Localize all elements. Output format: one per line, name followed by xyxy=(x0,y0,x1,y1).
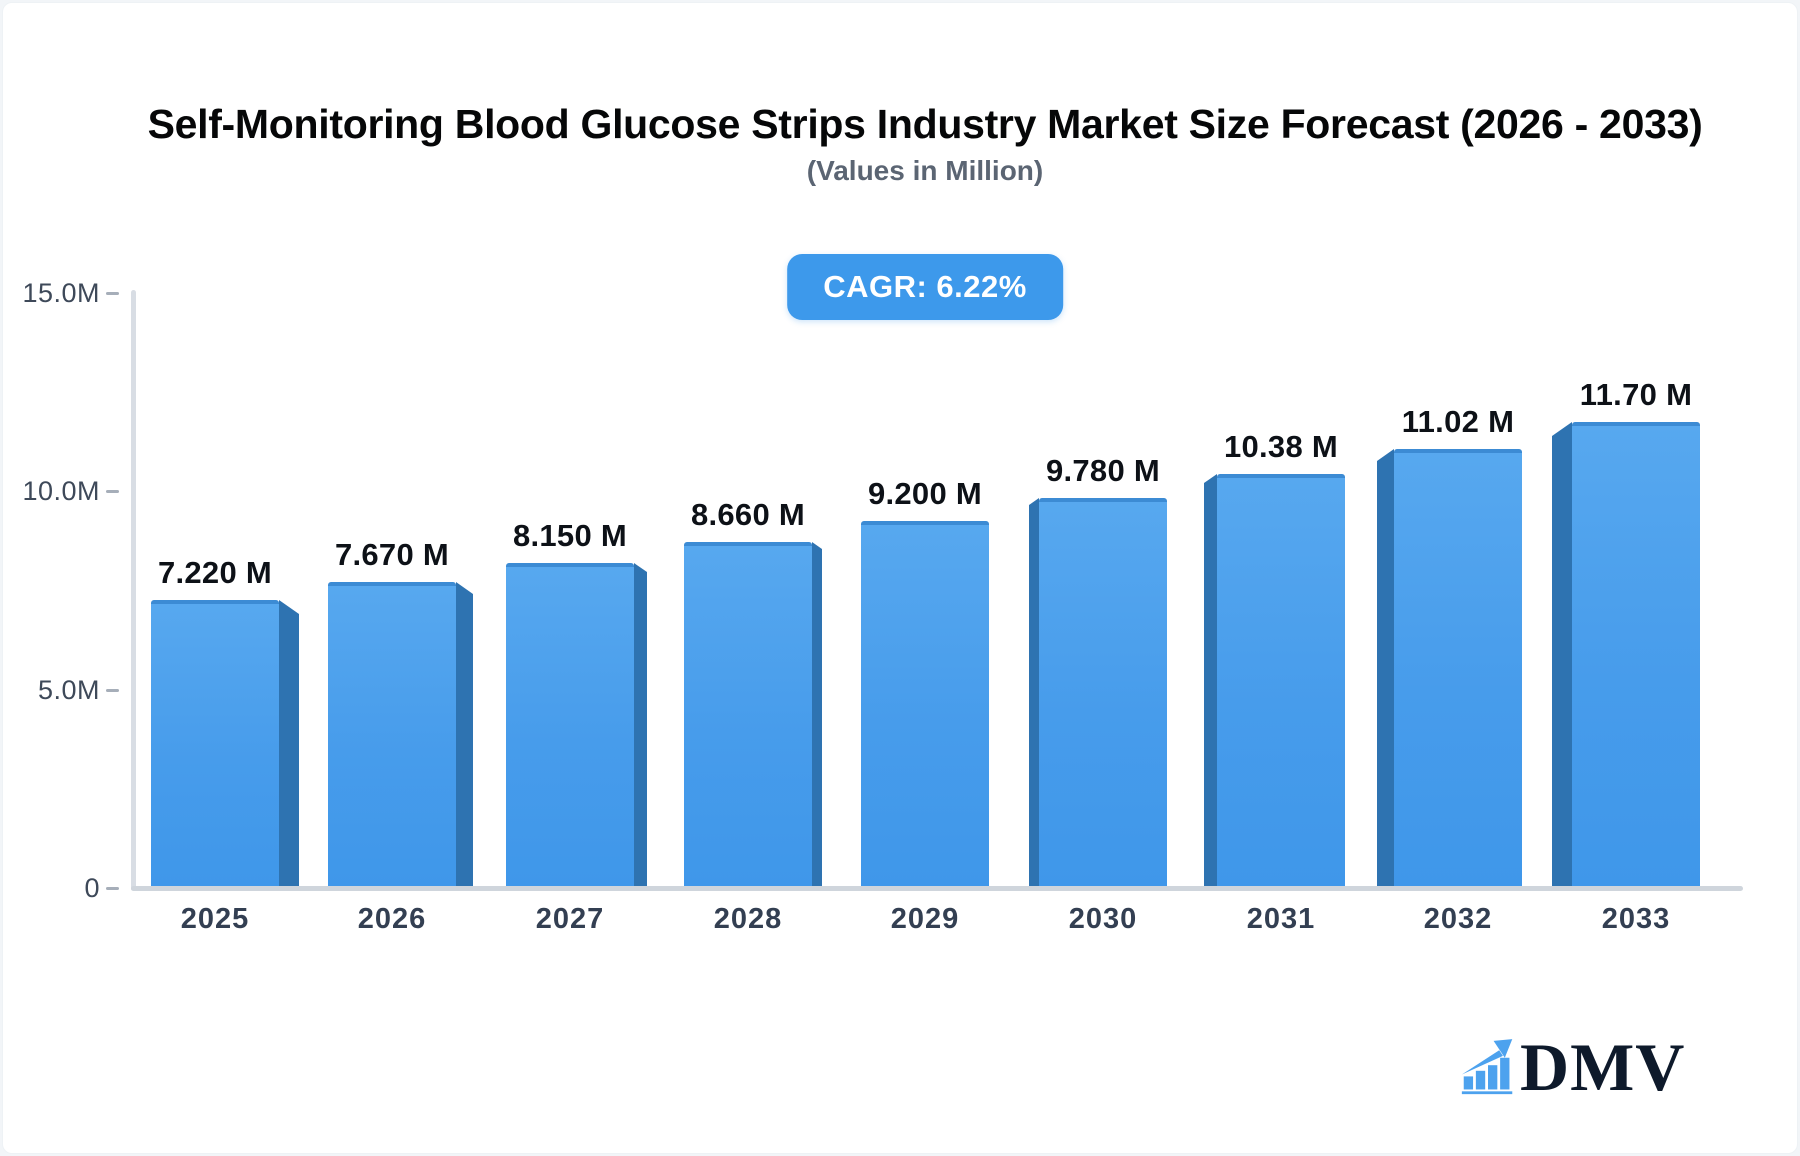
growth-bars-arrow-icon xyxy=(1461,1039,1513,1095)
chart-subtitle: (Values in Million) xyxy=(806,155,1044,186)
x-axis-label-2029: 2029 xyxy=(890,903,960,935)
dmv-logo-text: DMV xyxy=(1520,1029,1686,1105)
bar-2031 xyxy=(1217,474,1345,886)
y-axis-tick-mark xyxy=(106,689,119,692)
bar-value-label-2029: 9.200 M xyxy=(867,476,983,511)
y-axis-tick-mark xyxy=(106,292,119,295)
y-axis-label: 0 xyxy=(84,873,100,903)
bar-2025 xyxy=(151,600,279,886)
bar-value-label-2032: 11.02 M xyxy=(1401,404,1515,439)
y-axis-line xyxy=(131,290,136,891)
bar-value-label-2033: 11.70 M xyxy=(1579,377,1693,412)
x-axis-label-2032: 2032 xyxy=(1423,903,1493,935)
cagr-badge: CAGR: 6.22% xyxy=(787,254,1063,320)
y-axis-tick-mark xyxy=(106,490,119,493)
bar-side-face-2025 xyxy=(279,600,299,886)
bar-side-face-2032 xyxy=(1377,449,1394,886)
dmv-logo: DMV xyxy=(1460,1029,1686,1105)
bar-2029 xyxy=(861,521,989,886)
y-axis-label: 5.0M xyxy=(37,675,100,705)
y-axis-label: 15.0M xyxy=(22,278,100,308)
x-axis-label-2031: 2031 xyxy=(1246,903,1316,935)
bar-value-label-2026: 7.670 M xyxy=(334,537,450,572)
bar-2027 xyxy=(506,563,634,886)
x-axis-label-2027: 2027 xyxy=(535,903,605,935)
x-axis-label-2025: 2025 xyxy=(180,903,250,935)
bar-value-label-2030: 9.780 M xyxy=(1045,453,1161,488)
bar-2026 xyxy=(328,582,456,886)
bar-value-label-2027: 8.150 M xyxy=(512,518,628,553)
x-axis-label-2026: 2026 xyxy=(357,903,427,935)
bar-side-face-2031 xyxy=(1204,474,1217,886)
bar-side-face-2028 xyxy=(812,542,822,886)
bar-value-label-2025: 7.220 M xyxy=(157,555,273,590)
bar-side-face-2027 xyxy=(634,563,647,886)
bar-2033 xyxy=(1572,422,1700,886)
bar-2032 xyxy=(1394,449,1522,886)
x-axis-label-2030: 2030 xyxy=(1068,903,1138,935)
bar-side-face-2033 xyxy=(1552,422,1572,886)
bar-side-face-2026 xyxy=(456,582,473,886)
y-axis-label: 10.0M xyxy=(22,476,100,506)
bar-value-label-2028: 8.660 M xyxy=(690,497,806,532)
chart-title: Self-Monitoring Blood Glucose Strips Ind… xyxy=(147,101,1703,147)
x-axis-label-2033: 2033 xyxy=(1601,903,1671,935)
x-axis-baseline xyxy=(131,886,1743,891)
x-axis-label-2028: 2028 xyxy=(713,903,783,935)
bar-side-face-2030 xyxy=(1029,498,1039,886)
chart-header: Self-Monitoring Blood Glucose Strips Ind… xyxy=(50,100,1800,187)
bar-2028 xyxy=(684,542,812,886)
y-axis-tick-mark xyxy=(106,887,119,890)
bar-value-label-2031: 10.38 M xyxy=(1223,429,1339,464)
bar-2030 xyxy=(1039,498,1167,886)
